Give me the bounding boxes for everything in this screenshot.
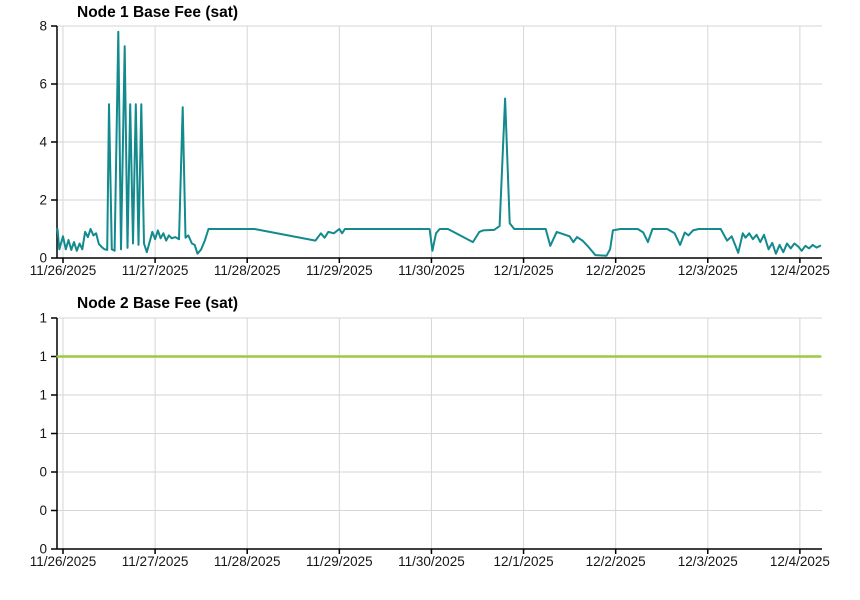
x-tick-label: 12/1/2025	[494, 554, 554, 569]
y-tick-label: 1	[39, 311, 47, 326]
x-tick-label: 11/26/2025	[30, 263, 97, 278]
y-tick-label: 0	[39, 465, 47, 480]
y-tick-label: 1	[39, 349, 47, 364]
x-tick-label: 11/28/2025	[214, 263, 281, 278]
x-tick-label: 11/27/2025	[122, 263, 189, 278]
x-tick-label: 12/3/2025	[678, 554, 738, 569]
x-tick-label: 12/2/2025	[586, 263, 646, 278]
chart-1-plot[interactable]: 11/26/2025 11/27/2025 11/28/2025 11/29/2025…	[30, 19, 830, 279]
x-tick-label: 12/3/2025	[678, 263, 738, 278]
x-tick-label: 11/29/2025	[306, 263, 373, 278]
y-tick-label: 1	[39, 426, 47, 441]
x-tick-label: 11/28/2025	[214, 554, 281, 569]
x-tick-label: 11/30/2025	[398, 554, 465, 569]
node2-chart-title: Node 2 Base Fee (sat)	[77, 295, 239, 312]
x-tick-label: 11/29/2025	[306, 554, 373, 569]
y-tick-label: 6	[39, 77, 47, 92]
y-tick-label: 0	[39, 503, 47, 518]
y-tick-label: 1	[39, 388, 47, 403]
x-tick-label: 12/4/2025	[770, 554, 830, 569]
x-tick-label: 11/30/2025	[398, 263, 465, 278]
node1-chart-title: Node 1 Base Fee (sat)	[77, 4, 239, 21]
y-tick-label: 8	[39, 19, 47, 34]
chart-2-plot[interactable]: 11/26/2025 11/27/2025 11/28/2025 11/29/2025…	[30, 311, 830, 570]
x-tick-label: 11/27/2025	[122, 554, 189, 569]
y-tick-label: 0	[39, 542, 47, 557]
x-tick-label: 11/26/2025	[30, 554, 97, 569]
data-line	[56, 30, 822, 257]
x-tick-label: 12/2/2025	[586, 554, 646, 569]
y-tick-label: 2	[39, 193, 47, 208]
y-tick-label: 4	[39, 135, 47, 150]
x-tick-label: 12/4/2025	[770, 263, 830, 278]
y-tick-label: 0	[39, 251, 47, 266]
x-tick-label: 12/1/2025	[494, 263, 554, 278]
